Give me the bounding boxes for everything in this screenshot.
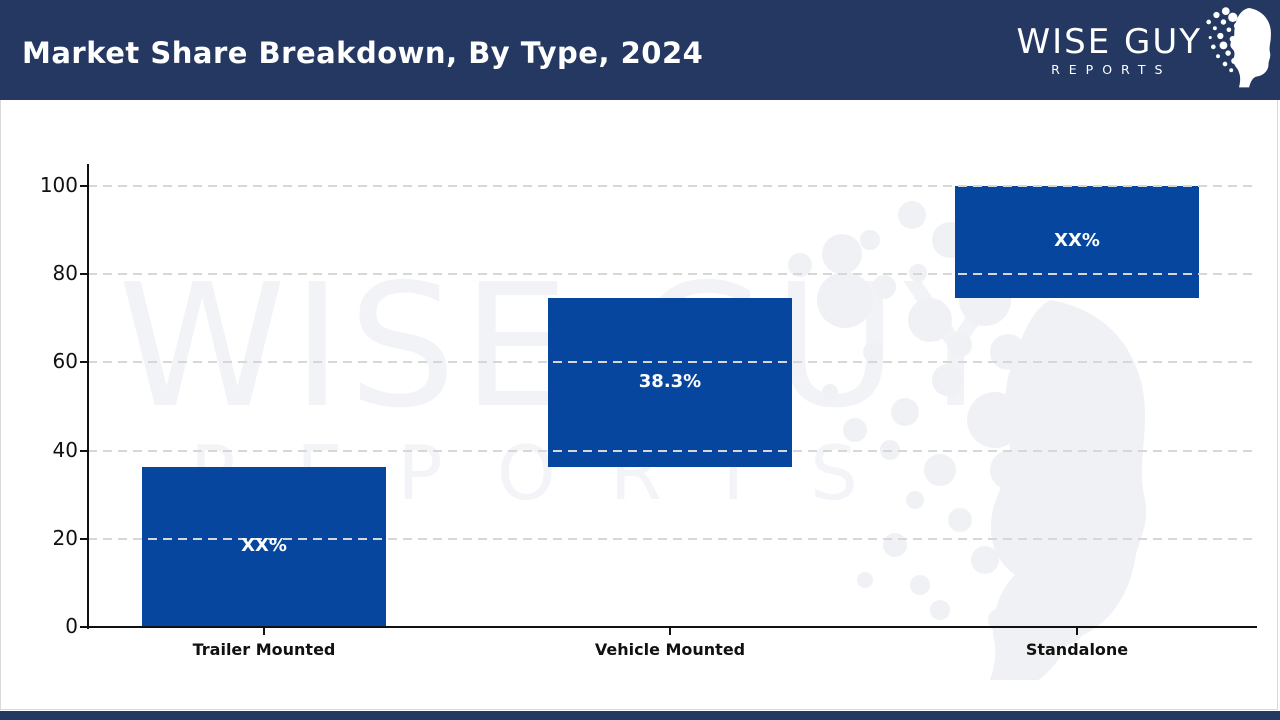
dotted-head-profile-icon [1206,7,1271,88]
chart-canvas [0,100,1278,710]
footer-bar [0,711,1280,720]
wise-guy-logo: WISE GUY REPORTS [1016,4,1274,96]
logo-text: WISE GUY REPORTS [1016,24,1202,77]
header: Market Share Breakdown, By Type, 2024 WI… [0,0,1280,100]
page-title: Market Share Breakdown, By Type, 2024 [22,36,704,70]
logo-subtitle: REPORTS [1051,61,1172,77]
logo-wordmark: WISE GUY [1016,21,1202,62]
